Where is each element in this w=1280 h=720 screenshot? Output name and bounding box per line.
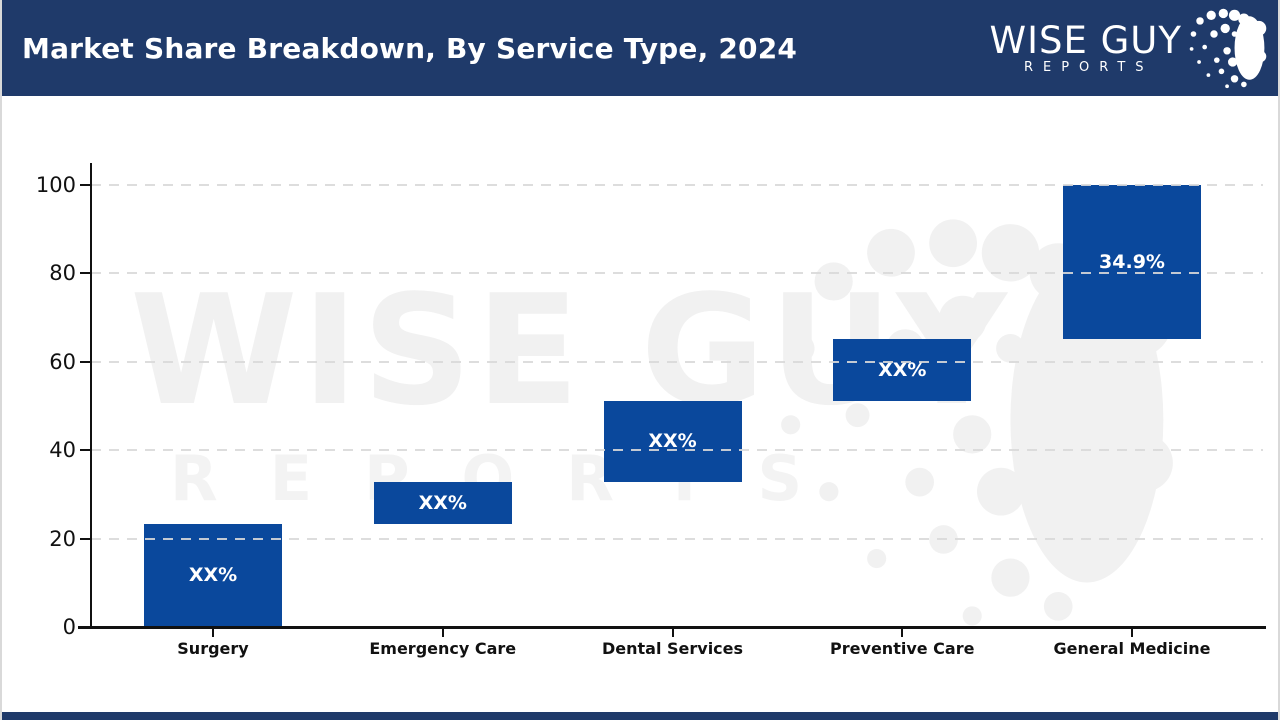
bar: XX% — [833, 339, 972, 401]
logo-head-icon — [1189, 8, 1267, 89]
x-tick — [441, 629, 444, 637]
page-title: Market Share Breakdown, By Service Type,… — [22, 31, 798, 65]
y-tick-label: 0 — [62, 615, 76, 639]
x-axis-category-label: Preventive Care — [830, 639, 975, 658]
x-tick — [212, 629, 214, 637]
header-bar: Market Share Breakdown, By Service Type,… — [2, 0, 1278, 96]
y-tick — [80, 184, 90, 186]
bar-value-label: XX% — [418, 492, 467, 514]
logo-sub: REPORTS — [1023, 59, 1154, 75]
x-axis-category-label: Surgery — [177, 639, 249, 658]
y-tick-label: 80 — [49, 261, 76, 286]
bar: XX% — [603, 400, 742, 482]
y-tick-label: 60 — [49, 349, 76, 374]
bar: XX% — [144, 524, 282, 627]
bar-value-label: XX% — [188, 564, 238, 587]
bar: XX% — [373, 482, 512, 524]
bar-value-label: XX% — [878, 358, 927, 381]
y-tick — [80, 537, 90, 540]
gridline — [91, 272, 1263, 275]
bar: 34.9% — [1063, 185, 1201, 340]
y-tick-label: 40 — [49, 438, 76, 463]
gridline — [91, 184, 1263, 186]
y-tick-label: 100 — [35, 173, 76, 197]
bar-value-label: XX% — [648, 430, 697, 453]
x-tick — [671, 629, 674, 637]
logo-wordmark: WISE GUY — [989, 18, 1182, 62]
x-tick — [1131, 629, 1133, 637]
y-tick — [80, 360, 90, 363]
x-axis-category-label: General Medicine — [1053, 639, 1211, 658]
y-tick-label: 20 — [49, 526, 76, 551]
wise-guy-logo: WISE GUY REPORTS — [990, 6, 1270, 90]
gridline — [91, 360, 1263, 363]
x-axis-category-label: Emergency Care — [369, 639, 517, 658]
y-tick — [80, 449, 90, 452]
gridline — [91, 449, 1263, 452]
y-tick — [80, 626, 90, 628]
y-axis — [90, 163, 92, 629]
footer-bar — [2, 712, 1278, 720]
x-tick — [901, 629, 904, 637]
x-axis-category-label: Dental Services — [601, 639, 744, 658]
gridline — [91, 537, 1263, 540]
y-tick — [80, 272, 90, 275]
bar-value-label: 34.9% — [1099, 251, 1165, 274]
x-axis — [78, 626, 1266, 629]
